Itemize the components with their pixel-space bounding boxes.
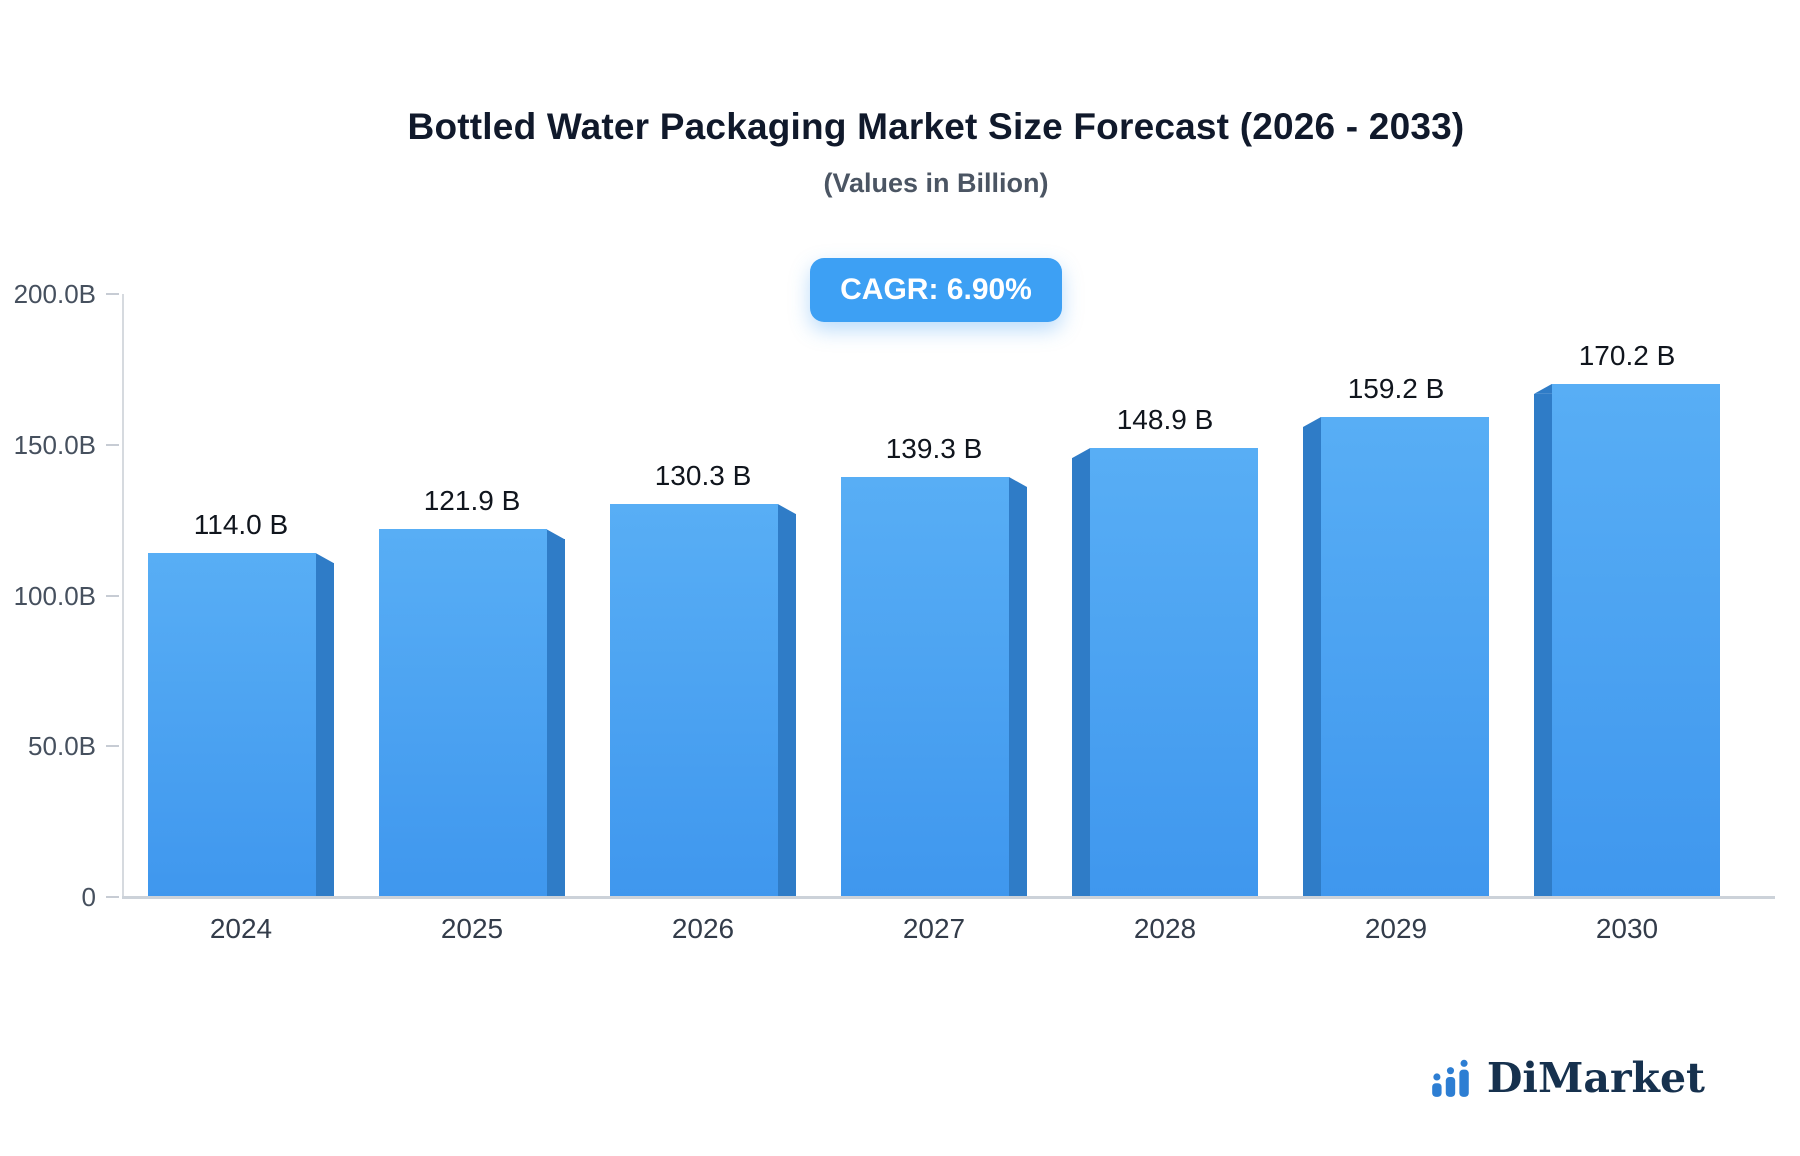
y-axis-tick-label: 200.0B	[13, 279, 96, 309]
dimarket-logo: DiMarket	[1428, 1054, 1705, 1102]
bar-top-bevel	[547, 529, 565, 540]
bar-value-label: 121.9 B	[423, 485, 521, 517]
y-axis-tick	[106, 443, 119, 446]
bar-front-face	[841, 477, 1009, 897]
chart-title: Bottled Water Packaging Market Size Fore…	[407, 106, 1465, 147]
y-axis-tick-label: 150.0B	[13, 429, 96, 460]
bar-side-face	[1009, 487, 1027, 897]
bar-top-bevel	[1534, 383, 1552, 394]
bar-top-bevel	[316, 553, 334, 564]
y-axis-tick	[106, 896, 119, 898]
x-axis-label: 2028	[1133, 913, 1197, 944]
y-axis-tick-label: 50.0B	[28, 731, 96, 762]
y-axis-tick	[106, 745, 119, 748]
bar: 130.3 B	[610, 460, 796, 897]
cagr-badge: CAGR: 6.90%	[810, 258, 1062, 322]
x-axis-label: 2026	[671, 913, 735, 944]
y-axis-tick-label: 100.0B	[13, 580, 96, 611]
bar: 148.9 B	[1072, 404, 1258, 897]
badge-row: CAGR: 6.90%	[72, 258, 1800, 322]
bar-side-face	[1072, 458, 1090, 897]
bar-chart-icon	[1432, 1059, 1469, 1097]
bar-value-label: 159.2 B	[1347, 373, 1445, 405]
bar-value-label: 170.2 B	[1578, 339, 1676, 371]
y-axis-tick	[106, 594, 119, 597]
bar-value-label: 114.0 B	[193, 509, 289, 541]
bar: 114.0 B	[148, 509, 334, 897]
bar-front-face	[1321, 417, 1489, 897]
bar-value-label: 130.3 B	[654, 460, 752, 492]
bar-front-face	[1090, 448, 1258, 897]
bar-side-face	[316, 563, 334, 897]
bar-top-bevel	[1072, 448, 1090, 459]
bar-value-label: 148.9 B	[1116, 404, 1214, 436]
x-axis-label: 2025	[440, 913, 504, 944]
bar: 170.2 B	[1534, 340, 1720, 897]
logo-text: DiMarket	[1486, 1054, 1705, 1102]
bar-side-face	[547, 539, 565, 897]
bar: 159.2 B	[1303, 373, 1489, 897]
plot-area: 0 50.0B 100.0B 150.0B 200.0B 114.0 B 2024 121.9…	[14, 279, 1775, 944]
bar-top-bevel	[1303, 417, 1321, 428]
bar-value-label: 139.3 B	[885, 433, 983, 465]
bar-side-face	[778, 514, 796, 897]
x-axis-label: 2027	[902, 913, 966, 944]
x-axis-label: 2024	[209, 913, 273, 944]
bar: 121.9 B	[379, 485, 565, 897]
bar-front-face	[610, 504, 778, 897]
bar: 139.3 B	[841, 433, 1027, 897]
x-axis-label: 2030	[1595, 913, 1659, 944]
y-axis-tick	[106, 293, 119, 295]
bar-side-face	[1534, 393, 1552, 897]
bar-top-bevel	[778, 504, 796, 515]
bar-front-face	[379, 529, 547, 897]
bar-top-bevel	[1009, 477, 1027, 488]
bar-front-face	[148, 553, 316, 897]
y-axis-tick-label: 0	[81, 882, 96, 912]
bar-side-face	[1303, 427, 1321, 897]
chart-subtitle: (Values in Billion)	[823, 168, 1049, 198]
bar-front-face	[1552, 383, 1720, 897]
x-axis-label: 2029	[1364, 913, 1428, 944]
